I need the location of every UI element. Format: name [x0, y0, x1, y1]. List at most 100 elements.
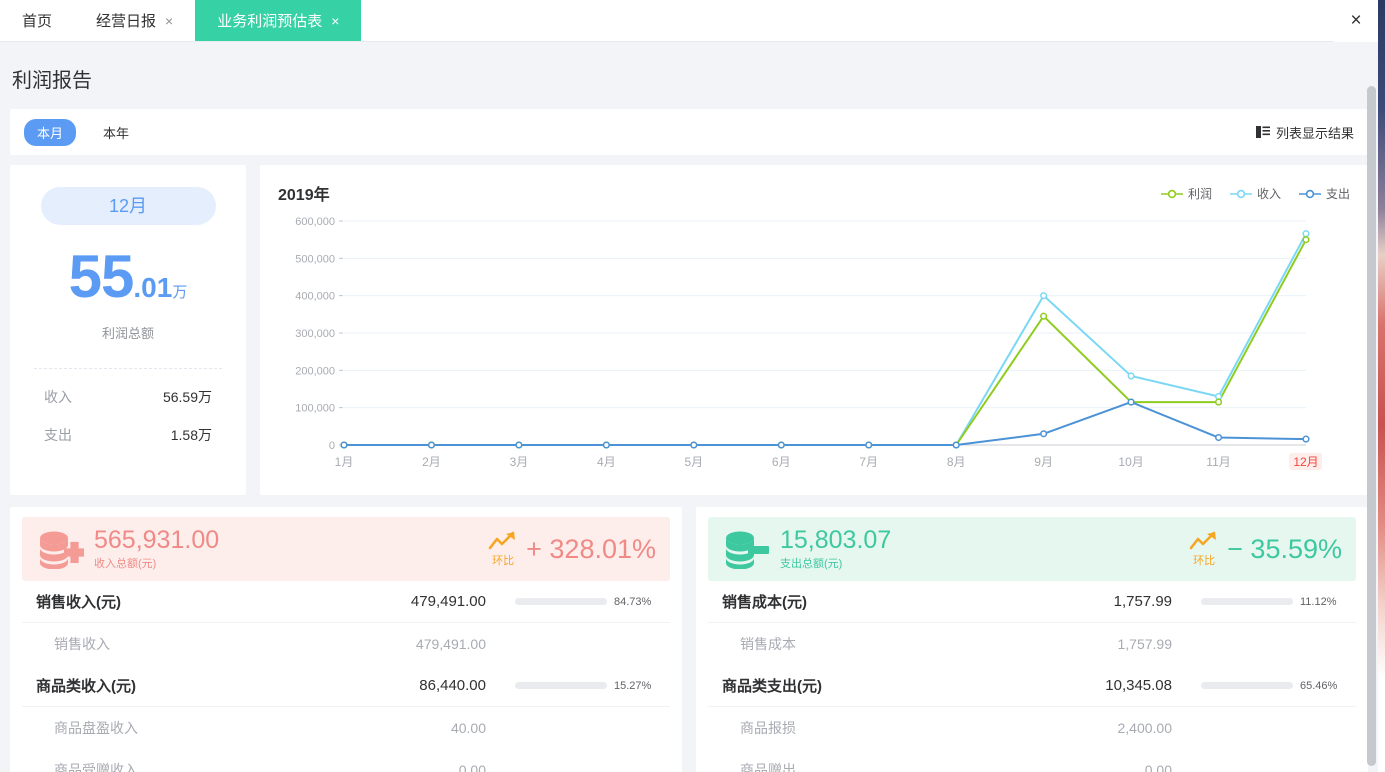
expense-amounts: 15,803.07 支出总额(元) [780, 527, 891, 571]
profit-total-label: 利润总额 [101, 326, 154, 341]
period-option-year[interactable]: 本年 [103, 125, 130, 141]
table-row[interactable]: 商品受赠收入 0.00 [22, 749, 670, 772]
x-axis-label: 5月 [684, 455, 703, 469]
chart-point [1127, 398, 1135, 406]
row-name: 商品盘盈收入 [54, 720, 138, 736]
list-view-button[interactable]: 列表显示结果 [1255, 123, 1354, 142]
chart-point [427, 441, 436, 449]
close-icon[interactable]: × [165, 12, 174, 29]
chart-title: 2019年 [278, 187, 330, 204]
kpi-row-value: 56.59万 [162, 389, 212, 405]
row-value: 40.00 [450, 720, 486, 736]
x-axis-highlight [1289, 453, 1322, 470]
trend-up-arrow-icon [488, 531, 516, 549]
legend-item-income[interactable]: 收入 [1229, 185, 1281, 202]
close-icon[interactable]: × [331, 12, 340, 29]
chart-line-1 [343, 232, 1307, 446]
top-row: 12月 55.01万 利润总额 收入 56.59万 支出 1.58万 [0, 155, 1378, 495]
chart-legend: 利润 收入 [1160, 181, 1350, 202]
legend-marker-icon [1229, 189, 1252, 198]
table-row[interactable]: 商品报损 2,400.00 [708, 707, 1356, 749]
table-row[interactable]: 销售成本 1,757.99 [708, 623, 1356, 665]
row-name: 商品类收入(元) [36, 678, 136, 695]
row-name: 商品类支出(元) [722, 678, 822, 695]
row-progress: 65.46% [1201, 680, 1342, 692]
x-axis-label: 3月 [510, 455, 529, 469]
income-trend-value: + 328.01% [526, 533, 656, 564]
tab-daily-report[interactable]: 经营日报 × [74, 0, 195, 41]
income-trend-indicator: 环比 [488, 531, 518, 568]
x-axis-label: 8月 [947, 455, 966, 469]
progress-track [1201, 598, 1293, 605]
chart-header: 2019年 利润 [278, 181, 1350, 205]
progress-label: 65.46% [1300, 679, 1338, 692]
tab-label: 经营日报 [96, 13, 157, 30]
toolbar: 本月 本年 列表显示结果 [10, 109, 1368, 155]
window-close-button[interactable]: × [1334, 0, 1378, 42]
x-axis-label: 7月 [859, 455, 878, 469]
chart-line-2 [343, 401, 1307, 446]
month-selector-pill[interactable]: 12月 [40, 187, 216, 225]
divider [34, 368, 222, 369]
legend-marker-icon [1160, 189, 1183, 198]
row-value: 0.00 [458, 762, 486, 772]
legend-label: 利润 [1187, 187, 1212, 201]
chart-point [1040, 292, 1048, 300]
expense-summary-header: 15,803.07 支出总额(元) 环比 − 35.59 [708, 517, 1356, 581]
chart-point [602, 441, 610, 449]
row-value: 1,757.99 [1113, 593, 1172, 610]
expense-detail-card: 15,803.07 支出总额(元) 环比 − 35.59 [696, 507, 1368, 772]
y-axis-label: 400,000 [295, 291, 335, 303]
x-axis-label: 11月 [1206, 455, 1230, 469]
row-progress: 11.12% [1201, 596, 1342, 608]
income-summary-header: 565,931.00 收入总额(元) 环比 + 328. [22, 517, 670, 581]
legend-marker-icon [1298, 189, 1321, 198]
table-row[interactable]: 商品类收入(元) 86,440.00 15.27% [22, 665, 670, 707]
row-progress: 15.27% [515, 680, 656, 692]
line-chart: 0 100,000 200,000 300,000 400,000 500,000 600,… [295, 216, 1322, 470]
scrollbar-thumb[interactable] [1367, 86, 1376, 766]
chart-point [690, 441, 698, 449]
progress-track [515, 598, 607, 605]
row-progress: 84.73% [515, 596, 656, 608]
legend-item-profit[interactable]: 利润 [1160, 185, 1212, 202]
vertical-scrollbar[interactable] [1367, 86, 1376, 772]
table-row[interactable]: 商品盘盈收入 40.00 [22, 707, 670, 749]
table-row[interactable]: 商品赠出 0.00 [708, 749, 1356, 772]
expense-trend-indicator: 环比 [1189, 531, 1219, 568]
chart-point [1302, 230, 1310, 238]
chart-point [1040, 312, 1048, 320]
legend-item-expense[interactable]: 支出 [1298, 185, 1350, 202]
table-row[interactable]: 销售收入(元) 479,491.00 84.73% [22, 581, 670, 623]
table-row[interactable]: 销售成本(元) 1,757.99 11.12% [708, 581, 1356, 623]
tab-home[interactable]: 首页 [0, 0, 74, 41]
row-name: 销售成本 [740, 636, 796, 652]
page-content: 利润报告 本月 本年 列表显示结果 [0, 42, 1378, 772]
profit-kpi-card: 12月 55.01万 利润总额 收入 56.59万 支出 1.58万 [10, 165, 246, 495]
row-name: 商品报损 [740, 720, 796, 736]
kpi-row-label: 收入 [44, 389, 72, 405]
coins-minus-icon [726, 531, 769, 569]
tab-profit-estimate[interactable]: 业务利润预估表 × [195, 0, 362, 41]
expense-total-value: 15,803.07 [780, 525, 892, 554]
legend-label: 支出 [1325, 187, 1350, 201]
kpi-row-label: 支出 [44, 427, 72, 443]
row-value: 10,345.08 [1105, 677, 1172, 694]
chart-point [1040, 430, 1048, 438]
kpi-breakdown: 收入 56.59万 支出 1.58万 [30, 387, 226, 445]
chart-plot-area: 0 100,000 200,000 300,000 400,000 500,000 600,… [278, 213, 1350, 481]
profit-total-value: 55.01万 [30, 247, 226, 307]
table-row[interactable]: 商品类支出(元) 10,345.08 65.46% [708, 665, 1356, 707]
kpi-row-income: 收入 56.59万 [44, 387, 212, 407]
table-row[interactable]: 销售收入 479,491.00 [22, 623, 670, 665]
chart-point [777, 441, 785, 449]
income-amounts: 565,931.00 收入总额(元) [94, 527, 219, 571]
chart-point [1214, 398, 1223, 406]
period-option-month[interactable]: 本月 [24, 118, 77, 146]
y-axis-label: 300,000 [295, 328, 335, 340]
x-axis-label: 4月 [597, 455, 616, 469]
chart-point [1214, 392, 1223, 401]
income-trend-label: 环比 [492, 554, 515, 567]
x-axis-label: 6月 [772, 455, 791, 469]
trend-up-arrow-icon [1189, 531, 1217, 549]
